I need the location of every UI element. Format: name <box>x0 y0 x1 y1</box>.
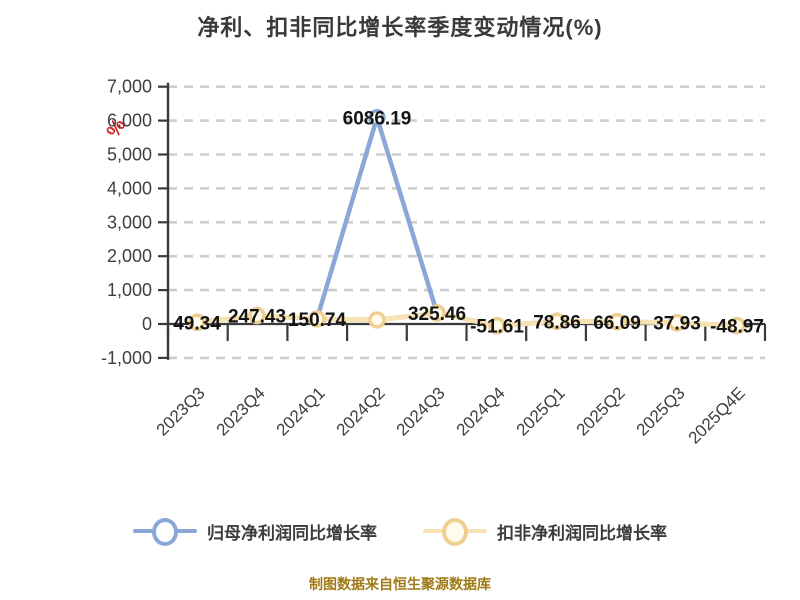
data-label: 150.74 <box>288 310 347 331</box>
data-point-marker <box>368 108 386 127</box>
legend-label-deducted: 扣非净利润同比增长率 <box>497 523 667 543</box>
data-point-marker <box>728 316 746 335</box>
x-category-label: 2025Q1 <box>513 383 569 439</box>
x-category-label: 2023Q4 <box>213 383 269 439</box>
legend-item-net-profit: 归母净利润同比增长率 <box>133 518 377 546</box>
y-tick-label: 2,000 <box>107 246 152 266</box>
data-label: -48.97 <box>710 317 764 338</box>
y-tick-label: 7,000 <box>107 77 152 97</box>
data-label: 6086.19 <box>343 109 412 130</box>
x-category-label: 2023Q3 <box>153 383 209 439</box>
data-label: 325.46 <box>408 304 466 325</box>
y-tick-label: 4,000 <box>107 178 152 198</box>
data-source-note: 制图数据来自恒生聚源数据库 <box>309 576 491 592</box>
legend-label-net-profit: 归母净利润同比增长率 <box>207 523 377 543</box>
y-tick-label: 3,000 <box>107 212 152 232</box>
data-point-marker <box>188 313 206 332</box>
data-label: 78.86 <box>533 312 581 333</box>
data-label: 49.34 <box>173 313 221 334</box>
data-point-marker <box>248 306 266 325</box>
line-marker-icon <box>423 518 487 546</box>
x-category-label: 2025Q2 <box>573 383 629 439</box>
y-tick-label: 1,000 <box>107 280 152 300</box>
data-label: -51.61 <box>470 317 524 338</box>
data-label: 247.43 <box>228 307 286 328</box>
legend: 归母净利润同比增长率 扣非净利润同比增长率 <box>0 518 800 546</box>
series-line-1 <box>196 310 738 329</box>
data-point-marker <box>368 311 386 329</box>
chart-title: 净利、扣非同比增长率季度变动情况(%) <box>197 15 603 40</box>
plot-area: 7,000 6,000 5,000 4,000 3,000 2,000 1,000 0 -1,0… <box>101 77 767 448</box>
x-category-label: 2024Q2 <box>333 383 389 439</box>
y-tick-label: 6,000 <box>107 111 152 131</box>
data-label: 66.09 <box>593 313 641 334</box>
x-category-label: 2024Q4 <box>453 383 509 439</box>
x-category-label: 2025Q4E <box>685 383 749 447</box>
y-tick-label: 0 <box>142 314 152 334</box>
legend-item-deducted: 扣非净利润同比增长率 <box>423 518 667 546</box>
data-point-marker <box>428 304 446 322</box>
x-category-label: 2025Q3 <box>633 383 689 439</box>
data-point-marker <box>308 310 326 328</box>
data-point-marker <box>488 317 506 335</box>
x-category-label: 2024Q3 <box>393 383 449 439</box>
x-category-label: 2024Q1 <box>273 383 329 439</box>
data-point-marker <box>608 313 626 331</box>
data-point-marker <box>668 314 686 332</box>
data-label: 37.93 <box>653 314 701 335</box>
y-tick-label: 5,000 <box>107 145 152 165</box>
y-tick-label: -1,000 <box>101 348 152 368</box>
data-point-marker <box>548 312 566 331</box>
line-marker-icon <box>133 518 197 546</box>
